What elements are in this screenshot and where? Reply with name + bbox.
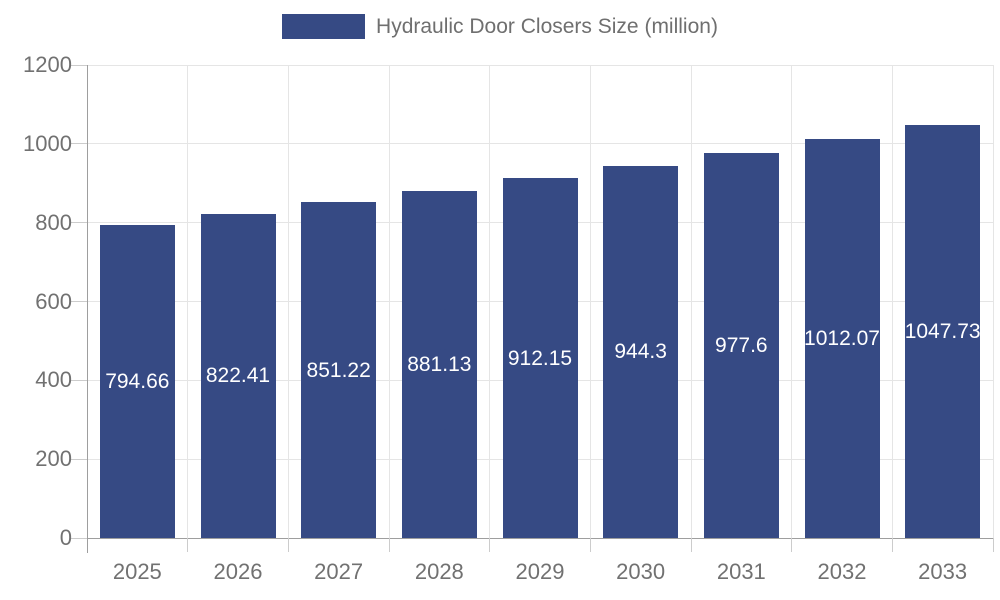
legend-swatch-icon — [282, 14, 366, 39]
x-axis-tick — [992, 538, 994, 552]
bar: 912.15 — [502, 178, 578, 538]
bar: 944.3 — [603, 165, 679, 538]
bar-value-label: 794.66 — [105, 369, 170, 393]
bar-value-label: 1012.07 — [804, 327, 880, 351]
bar: 822.41 — [200, 213, 276, 538]
bar: 881.13 — [401, 190, 477, 538]
bar-value-label: 1047.73 — [905, 320, 981, 344]
bar-value-label: 912.15 — [507, 346, 573, 370]
horizontal-gridline — [87, 143, 993, 145]
vertical-gridline — [287, 65, 289, 538]
bar-value-label: 977.6 — [715, 333, 768, 357]
x-axis-tick — [891, 538, 893, 552]
bar-value-label: 822.41 — [205, 364, 271, 388]
y-axis-tick-label: 0 — [59, 525, 72, 550]
vertical-gridline — [187, 65, 189, 538]
x-axis-tick-label: 2025 — [112, 559, 162, 584]
bar-value-label: 851.22 — [306, 358, 371, 382]
y-axis-tick — [70, 379, 87, 381]
y-axis-tick-label: 400 — [35, 367, 72, 393]
vertical-gridline — [489, 65, 491, 538]
bar: 794.66 — [99, 224, 175, 538]
y-axis-tick-label: 800 — [35, 209, 72, 235]
x-axis-tick-label: 2029 — [515, 559, 565, 584]
x-axis-tick-label: 2032 — [817, 559, 867, 584]
y-axis-tick-label: 200 — [35, 446, 72, 472]
x-axis-tick — [489, 538, 491, 552]
x-axis-tick-label: 2028 — [414, 559, 464, 584]
vertical-gridline — [891, 65, 893, 538]
bar: 1012.07 — [804, 139, 880, 538]
y-axis-tick-label: 1200 — [23, 52, 72, 77]
x-axis-tick — [187, 538, 189, 552]
y-axis-tick — [70, 301, 87, 302]
x-axis-tick-label: 2031 — [716, 559, 766, 584]
y-axis-tick-label: 1000 — [23, 130, 72, 156]
vertical-gridline — [589, 65, 591, 538]
legend-label: Hydraulic Door Closers Size (million) — [376, 14, 718, 38]
legend-item[interactable]: Hydraulic Door Closers Size (million) — [282, 14, 718, 39]
y-axis-tick — [70, 222, 87, 224]
y-axis-line — [87, 65, 88, 553]
x-axis-tick — [589, 538, 591, 552]
y-axis-tick — [70, 143, 87, 145]
horizontal-gridline — [87, 64, 993, 66]
y-axis-tick — [70, 537, 87, 539]
vertical-gridline — [690, 65, 692, 538]
x-axis-tick-label: 2026 — [213, 559, 263, 584]
x-axis-tick — [287, 538, 289, 552]
y-axis-tick-label: 600 — [35, 288, 72, 314]
x-axis-line — [87, 538, 993, 539]
y-axis-tick — [70, 458, 87, 460]
vertical-gridline — [791, 65, 793, 538]
bar: 1047.73 — [905, 125, 981, 538]
bar-value-label: 944.3 — [614, 340, 667, 364]
vertical-gridline — [388, 65, 390, 538]
x-axis-tick-label: 2033 — [918, 559, 968, 584]
y-axis-tick — [70, 64, 87, 66]
x-axis-tick — [791, 538, 793, 552]
bar: 977.6 — [703, 152, 779, 538]
legend: Hydraulic Door Closers Size (million) — [0, 14, 1000, 39]
x-axis-tick — [388, 538, 390, 552]
vertical-gridline — [992, 65, 994, 538]
bar-value-label: 881.13 — [407, 352, 472, 376]
x-axis-tick-label: 2030 — [616, 559, 666, 584]
bar: 851.22 — [301, 202, 377, 538]
x-axis-tick-label: 2027 — [314, 559, 364, 584]
plot-area: 794.66 822.41 851.22 881.13 912.15 944.3 977.6… — [87, 64, 994, 538]
x-axis-tick — [690, 538, 692, 552]
